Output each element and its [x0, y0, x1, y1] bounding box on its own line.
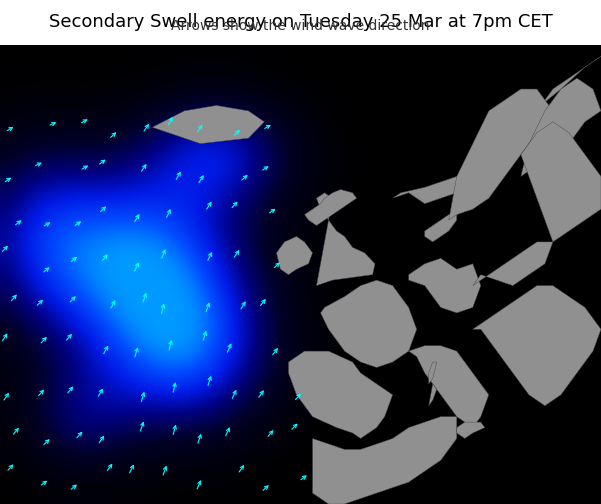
Polygon shape [429, 384, 437, 406]
Polygon shape [409, 259, 481, 313]
Polygon shape [317, 193, 375, 286]
Polygon shape [313, 417, 457, 504]
Polygon shape [457, 422, 485, 438]
Polygon shape [429, 362, 437, 384]
Polygon shape [521, 122, 601, 242]
Polygon shape [425, 209, 457, 242]
Polygon shape [305, 190, 356, 226]
Polygon shape [288, 351, 392, 438]
Polygon shape [521, 78, 601, 176]
Polygon shape [409, 346, 489, 427]
Polygon shape [473, 242, 553, 286]
Polygon shape [473, 286, 601, 406]
Polygon shape [449, 89, 553, 220]
Polygon shape [276, 236, 313, 275]
Polygon shape [320, 280, 416, 367]
Text: Secondary Swell energy on Tuesday 25 Mar at 7pm CET: Secondary Swell energy on Tuesday 25 Mar… [49, 13, 552, 31]
Polygon shape [152, 105, 264, 144]
Polygon shape [392, 56, 601, 204]
Text: Arrows show the wind wave direction: Arrows show the wind wave direction [171, 19, 430, 33]
